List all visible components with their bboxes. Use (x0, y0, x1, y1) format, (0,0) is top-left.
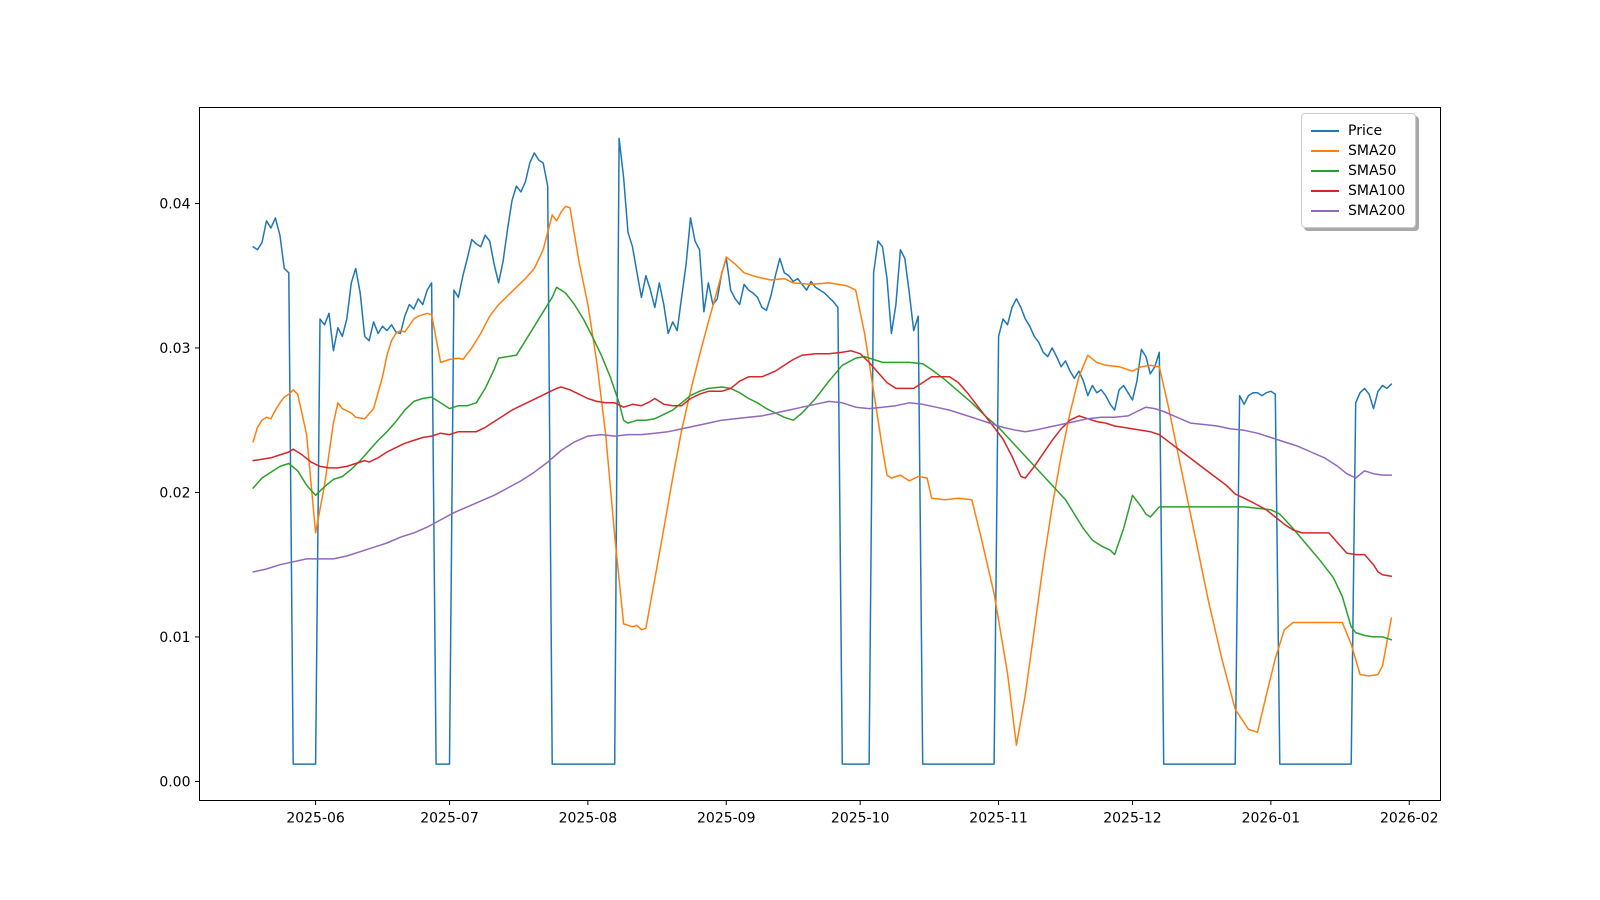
svg-text:0.00: 0.00 (159, 774, 190, 790)
price-line-swatch (1311, 130, 1339, 132)
svg-text:2025-12: 2025-12 (1103, 811, 1162, 827)
svg-text:2025-10: 2025-10 (831, 811, 890, 827)
legend-label-price: Price (1348, 123, 1383, 139)
sma100-line-swatch (1311, 190, 1339, 192)
legend-label-sma50: SMA50 (1348, 163, 1397, 179)
legend-label-sma20: SMA20 (1348, 143, 1397, 159)
svg-text:2025-07: 2025-07 (420, 811, 479, 827)
svg-text:0.04: 0.04 (159, 196, 190, 212)
svg-text:2025-09: 2025-09 (697, 811, 756, 827)
legend-label-sma100: SMA100 (1348, 183, 1406, 199)
svg-text:2025-08: 2025-08 (559, 811, 618, 827)
svg-text:2025-06: 2025-06 (286, 811, 345, 827)
svg-text:0.03: 0.03 (159, 341, 190, 357)
legend-item-sma200: SMA200 (1311, 201, 1405, 221)
svg-text:2025-11: 2025-11 (969, 811, 1028, 827)
svg-text:2026-01: 2026-01 (1242, 811, 1301, 827)
svg-text:0.01: 0.01 (159, 630, 190, 646)
legend-item-sma20: SMA20 (1311, 141, 1405, 161)
sma20-line-swatch (1311, 150, 1339, 152)
svg-text:0.02: 0.02 (159, 485, 190, 501)
legend-item-sma50: SMA50 (1311, 161, 1405, 181)
legend-item-sma100: SMA100 (1311, 181, 1405, 201)
sma50-line-swatch (1311, 170, 1339, 172)
legend-label-sma200: SMA200 (1348, 203, 1406, 219)
sma200-line-swatch (1311, 210, 1339, 212)
legend: Price SMA20 SMA50 SMA100 SMA200 (1301, 113, 1417, 228)
svg-text:2026-02: 2026-02 (1380, 811, 1439, 827)
legend-item-price: Price (1311, 121, 1405, 141)
